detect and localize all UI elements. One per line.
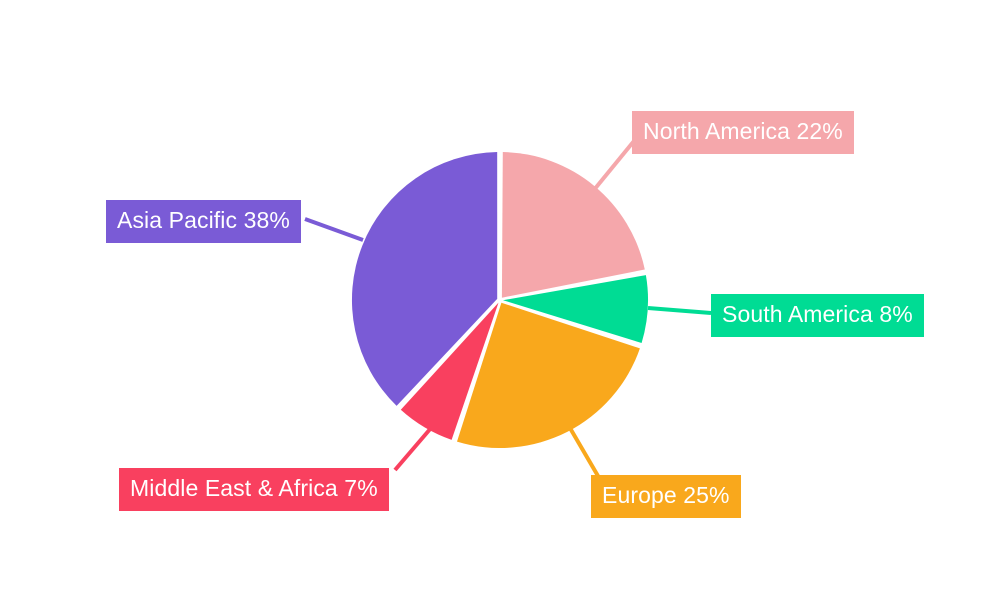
leader-line-asia-pacific <box>304 217 364 242</box>
leader-line-south-america <box>647 306 712 315</box>
pie-slices <box>351 152 649 448</box>
pie-slice-south-america[interactable] <box>503 275 649 343</box>
pie-label-south-america[interactable]: South America 8% <box>711 294 924 337</box>
pie-slice-europe[interactable] <box>457 302 640 448</box>
leader-line-europe <box>568 426 600 478</box>
pie-slice-north-america[interactable] <box>501 152 645 298</box>
pie-label-middle-east-africa[interactable]: Middle East & Africa 7% <box>119 468 389 511</box>
leader-line-north-america <box>587 139 636 198</box>
pie-slice-asia-pacific[interactable] <box>351 152 498 406</box>
pie-label-asia-pacific[interactable]: Asia Pacific 38% <box>106 200 301 243</box>
pie-label-north-america[interactable]: North America 22% <box>632 111 854 154</box>
pie-label-europe[interactable]: Europe 25% <box>591 475 741 518</box>
pie-slice-middle-east-africa[interactable] <box>400 302 499 440</box>
